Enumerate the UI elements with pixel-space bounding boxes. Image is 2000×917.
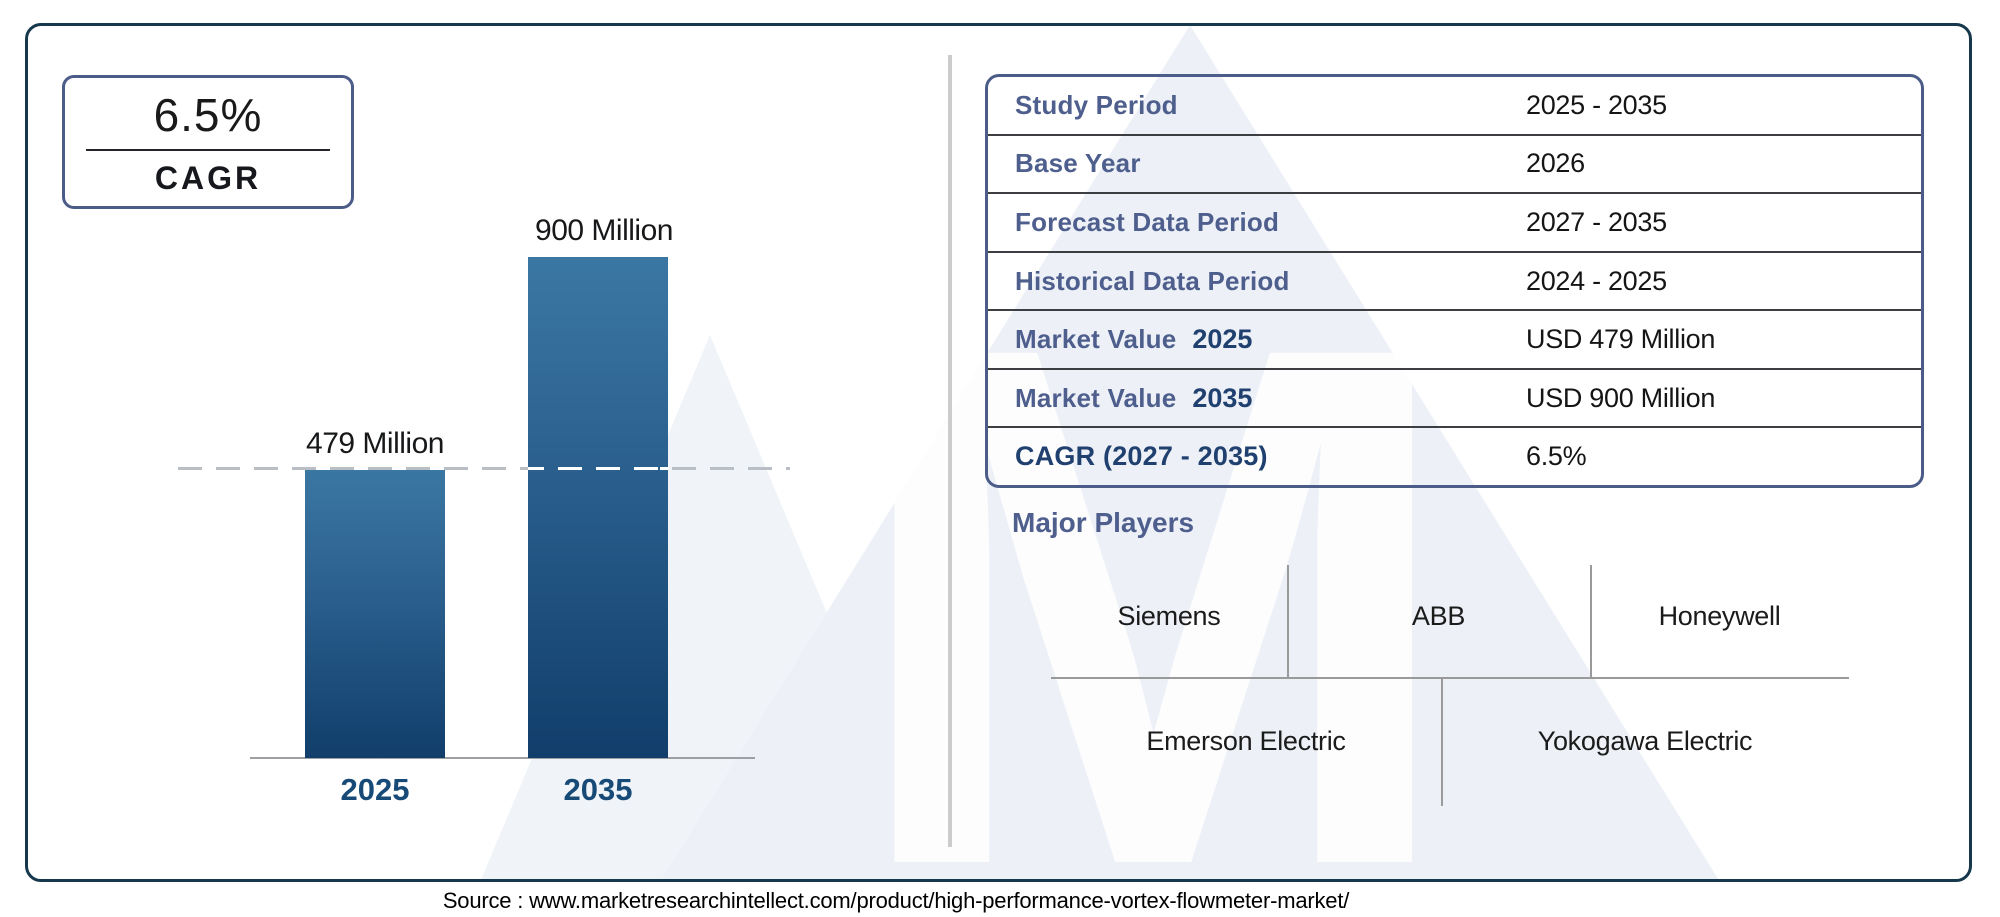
row-label: Study Period (1015, 89, 1178, 120)
row-label: Market Value (1015, 324, 1177, 355)
axis-label-2035: 2035 (563, 772, 633, 807)
bar-value-label-2025: 479 Million (306, 427, 444, 460)
player-abb: ABB (1411, 601, 1466, 631)
row-value: 2027 - 2035 (1526, 206, 1667, 237)
row-value: 6.5% (1526, 441, 1587, 472)
table-row: Market Value 2035 USD 900 Million (988, 370, 1921, 429)
player-honeywell: Honeywell (1658, 601, 1781, 631)
outer-frame (25, 23, 1972, 882)
reference-dashed-line (178, 467, 790, 470)
table-row: CAGR (2027 - 2035) 6.5% (988, 428, 1921, 485)
axis-label-2025: 2025 (340, 772, 410, 807)
reference-dashed-line-overlay (528, 467, 668, 470)
player-emerson-electric: Emerson Electric (1146, 726, 1346, 756)
players-horizontal-line (1051, 677, 1849, 679)
table-row: Historical Data Period 2024 - 2025 (988, 253, 1921, 312)
row-value: 2026 (1526, 148, 1585, 179)
table-row: Market Value 2025 USD 479 Million (988, 311, 1921, 370)
table-row: Base Year 2026 (988, 136, 1921, 195)
player-siemens: Siemens (1117, 601, 1221, 631)
row-value: USD 479 Million (1526, 324, 1716, 355)
row-year: 2025 (1192, 324, 1253, 355)
player-yokogawa-electric: Yokogawa Electric (1537, 726, 1753, 756)
cagr-box: 6.5% CAGR (62, 75, 354, 209)
row-label: CAGR (2027 - 2035) (1015, 441, 1268, 472)
bar-value-label-2035: 900 Million (535, 214, 673, 247)
row-label: Market Value (1015, 382, 1177, 413)
bar-2025 (305, 470, 445, 758)
bar-2035 (528, 257, 668, 758)
table-row: Study Period 2025 - 2035 (988, 77, 1921, 136)
row-label: Forecast Data Period (1015, 206, 1280, 237)
row-value: 2025 - 2035 (1526, 89, 1667, 120)
row-value: USD 900 Million (1526, 382, 1716, 413)
major-players-title: Major Players (1012, 507, 1195, 538)
source-text: Source : www.marketresearchintellect.com… (442, 888, 1350, 913)
cagr-label: CAGR (154, 159, 262, 196)
cagr-divider-line (86, 148, 330, 151)
row-label: Base Year (1015, 148, 1141, 179)
vertical-divider (948, 55, 952, 847)
cagr-value: 6.5% (153, 88, 263, 141)
table-row: Forecast Data Period 2027 - 2035 (988, 194, 1921, 253)
market-info-table: Study Period 2025 - 2035 Base Year 2026 … (985, 74, 1924, 488)
row-value: 2024 - 2025 (1526, 265, 1667, 296)
row-label: Historical Data Period (1015, 265, 1290, 296)
row-year: 2035 (1192, 382, 1253, 413)
